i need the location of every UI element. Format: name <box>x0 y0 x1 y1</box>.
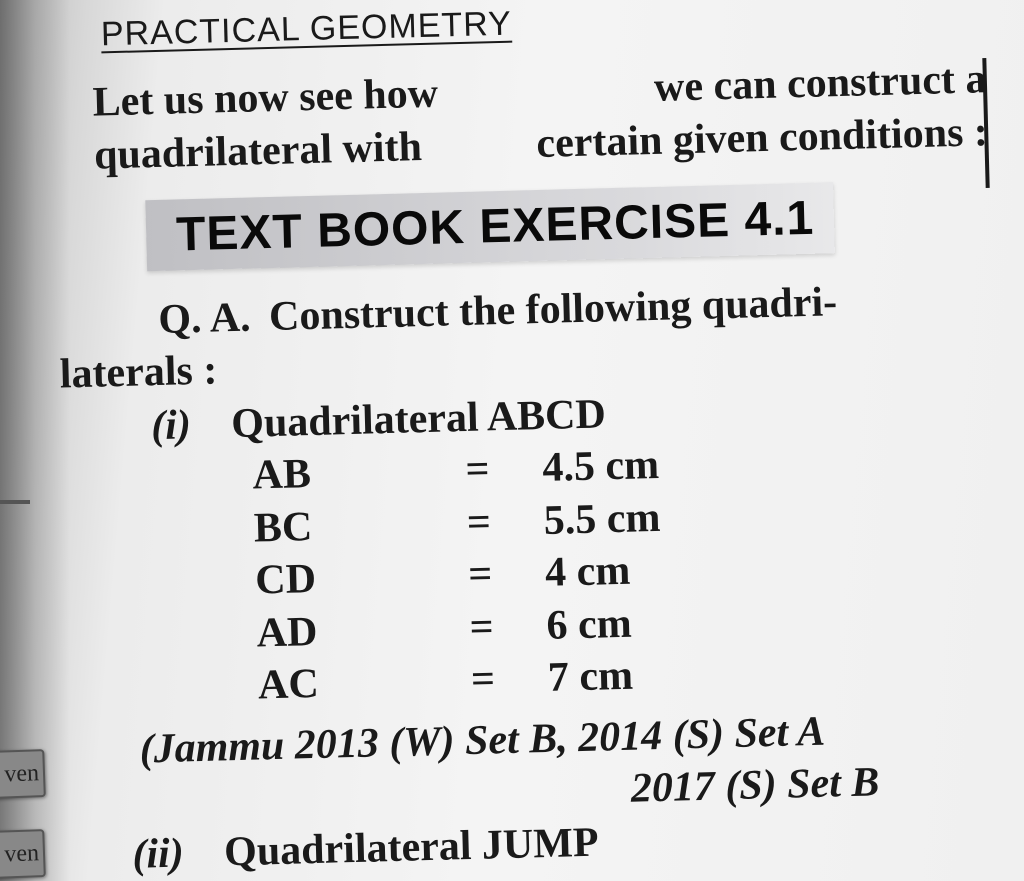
item-2-header: (ii) Quadrilateral JUMP <box>132 807 1017 878</box>
intro-line2-right: certain given conditions : <box>536 106 989 170</box>
measurements-table: AB = 4.5 cm BC = 5.5 cm CD = 4 cm AD = 6… <box>252 430 1013 712</box>
intro-line1-right: we can construct a <box>653 53 987 114</box>
measure-value: 7 cm <box>547 647 748 705</box>
question-prefix: Q. A. <box>158 295 251 343</box>
intro-paragraph: Let us now see how we can construct a qu… <box>92 53 988 181</box>
measure-label: CD <box>255 550 416 607</box>
measure-label: AB <box>252 445 413 502</box>
measure-label: BC <box>253 498 414 555</box>
measure-value: 4 cm <box>545 542 746 600</box>
question-text-1: Construct the following quadri- <box>268 279 837 340</box>
intro-line1-left: Let us now see how <box>92 68 439 130</box>
measure-label: AD <box>256 603 417 660</box>
intro-line2-left: quadrilateral with <box>93 121 422 182</box>
measure-value: 5.5 cm <box>543 489 744 547</box>
item-1-marker: (i) <box>151 402 192 449</box>
measure-value: 6 cm <box>546 594 747 652</box>
item-2-marker: (ii) <box>132 830 184 877</box>
measure-eq: = <box>417 652 548 708</box>
item-2-title: Quadrilateral JUMP <box>224 819 600 875</box>
chapter-heading: PRACTICAL GEOMETRY <box>100 0 995 54</box>
measure-value: 4.5 cm <box>542 437 743 495</box>
measure-label: AC <box>257 655 418 712</box>
citation-line-2: 2017 (S) Set B <box>630 753 1015 816</box>
measure-eq: = <box>416 599 547 655</box>
exercise-banner: TEXT BOOK EXERCISE 4.1 <box>145 182 835 271</box>
measure-eq: = <box>413 494 544 550</box>
item-1-title: Quadrilateral ABCD <box>231 391 607 447</box>
page-content: PRACTICAL GEOMETRY Let us now see how we… <box>0 0 1024 881</box>
measure-eq: = <box>412 442 543 498</box>
measure-eq: = <box>415 547 546 603</box>
